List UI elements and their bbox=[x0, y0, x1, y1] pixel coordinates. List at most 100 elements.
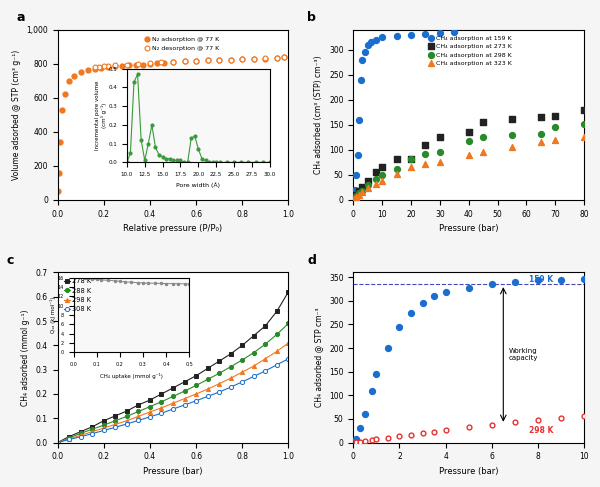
N₂ adsorption @ 77 K bbox=[181, 58, 188, 64]
CH₄ adsorption at 298 K bbox=[371, 175, 381, 183]
Line: 278 K: 278 K bbox=[56, 290, 290, 445]
278 K bbox=[239, 342, 246, 348]
CH₄ adsorption at 159 K bbox=[360, 48, 370, 56]
308 K bbox=[123, 421, 130, 427]
CH₄ adsorption at 273 K bbox=[435, 133, 445, 141]
CH₄ adsorption at 273 K bbox=[406, 155, 416, 163]
CH₄ adsorption at 273 K bbox=[363, 177, 373, 185]
308 K bbox=[285, 356, 292, 362]
278 K bbox=[112, 413, 119, 419]
288 K bbox=[77, 431, 84, 436]
CH₄ adsorption at 159 K bbox=[392, 32, 401, 39]
N₂ desorption @ 77 K bbox=[123, 61, 130, 67]
CH₄ adsorption at 159 K bbox=[406, 31, 416, 38]
288 K bbox=[89, 426, 96, 432]
N₂ desorption @ 77 K bbox=[169, 59, 176, 65]
288 K bbox=[100, 422, 107, 428]
298 K bbox=[250, 363, 257, 369]
Text: 298 K: 298 K bbox=[529, 426, 553, 435]
Point bbox=[360, 437, 370, 445]
CH₄ adsorption at 273 K bbox=[421, 141, 430, 149]
278 K bbox=[123, 408, 130, 414]
N₂ adsorption @ 77 K bbox=[112, 63, 119, 69]
X-axis label: Relative pressure (P/P₀): Relative pressure (P/P₀) bbox=[124, 224, 223, 233]
CH₄ adsorption at 323 K bbox=[352, 193, 361, 201]
CH₄ adsorption at 323 K bbox=[421, 160, 430, 168]
Point bbox=[355, 425, 365, 432]
Point bbox=[418, 300, 427, 307]
Line: 288 K: 288 K bbox=[56, 321, 290, 445]
278 K bbox=[273, 308, 280, 314]
CH₄ adsorption at 298 K bbox=[357, 187, 367, 195]
CH₄ adsorption at 298 K bbox=[377, 171, 387, 179]
308 K bbox=[181, 402, 188, 408]
CH₄ adsorption at 159 K bbox=[421, 30, 430, 37]
288 K bbox=[158, 399, 165, 405]
CH₄ adsorption at 298 K bbox=[392, 165, 401, 173]
N₂ desorption @ 77 K bbox=[227, 56, 234, 62]
298 K bbox=[135, 413, 142, 419]
CH₄ adsorption at 273 K bbox=[464, 129, 473, 136]
CH₄ adsorption at 323 K bbox=[550, 136, 560, 144]
278 K bbox=[146, 397, 154, 403]
N₂ adsorption @ 77 K bbox=[59, 107, 66, 112]
298 K bbox=[227, 375, 234, 381]
Point bbox=[383, 344, 393, 352]
Point bbox=[406, 309, 416, 317]
298 K bbox=[285, 340, 292, 346]
298 K bbox=[239, 369, 246, 375]
Point bbox=[533, 277, 543, 284]
298 K bbox=[65, 436, 73, 442]
288 K bbox=[215, 371, 223, 376]
N₂ adsorption @ 77 K bbox=[105, 64, 112, 70]
278 K bbox=[181, 379, 188, 385]
N₂ adsorption @ 77 K bbox=[160, 60, 167, 66]
Y-axis label: CH₄ adsorbed (cm³ (STP) cm⁻³): CH₄ adsorbed (cm³ (STP) cm⁻³) bbox=[314, 56, 323, 174]
CH₄ adsorption at 273 K bbox=[579, 106, 589, 113]
Point bbox=[429, 292, 439, 300]
X-axis label: Pressure (bar): Pressure (bar) bbox=[439, 467, 499, 476]
Point bbox=[429, 428, 439, 436]
CH₄ adsorption at 323 K bbox=[406, 163, 416, 171]
Point bbox=[367, 436, 377, 444]
298 K bbox=[112, 421, 119, 427]
N₂ adsorption @ 77 K bbox=[61, 92, 68, 97]
308 K bbox=[193, 398, 200, 404]
CH₄ adsorption at 298 K bbox=[478, 133, 488, 141]
Point bbox=[395, 323, 404, 331]
CH₄ adsorption at 159 K bbox=[357, 56, 367, 64]
288 K bbox=[65, 435, 73, 441]
308 K bbox=[215, 389, 223, 395]
CH₄ adsorption at 323 K bbox=[464, 151, 473, 159]
Line: N₂ desorption @ 77 K: N₂ desorption @ 77 K bbox=[92, 55, 286, 70]
CH₄ adsorption at 273 K bbox=[357, 184, 367, 191]
N₂ desorption @ 77 K bbox=[193, 57, 200, 63]
298 K bbox=[204, 386, 211, 392]
CH₄ adsorption at 298 K bbox=[421, 150, 430, 158]
CH₄ adsorption at 323 K bbox=[478, 149, 488, 156]
308 K bbox=[250, 374, 257, 379]
CH₄ adsorption at 273 K bbox=[550, 112, 560, 120]
Line: N₂ adsorption @ 77 K: N₂ adsorption @ 77 K bbox=[56, 55, 286, 194]
Line: 308 K: 308 K bbox=[56, 356, 290, 445]
X-axis label: Pressure (bar): Pressure (bar) bbox=[143, 467, 203, 476]
Point bbox=[418, 429, 427, 437]
CH₄ adsorption at 323 K bbox=[349, 195, 359, 203]
CH₄ adsorption at 298 K bbox=[464, 137, 473, 145]
288 K bbox=[181, 388, 188, 394]
N₂ desorption @ 77 K bbox=[181, 58, 188, 64]
288 K bbox=[204, 376, 211, 382]
CH₄ adsorption at 159 K bbox=[353, 151, 362, 159]
CH₄ adsorption at 298 K bbox=[536, 130, 545, 138]
308 K bbox=[273, 362, 280, 368]
298 K bbox=[215, 381, 223, 387]
278 K bbox=[169, 385, 176, 391]
CH₄ adsorption at 273 K bbox=[352, 191, 361, 199]
Point bbox=[441, 427, 451, 434]
Point bbox=[510, 278, 520, 286]
CH₄ adsorption at 323 K bbox=[377, 177, 387, 185]
Y-axis label: Volume adsorbed @ STP (cm³ g⁻¹): Volume adsorbed @ STP (cm³ g⁻¹) bbox=[11, 50, 20, 180]
CH₄ adsorption at 159 K bbox=[371, 36, 381, 43]
CH₄ adsorption at 298 K bbox=[363, 181, 373, 188]
N₂ adsorption @ 77 K bbox=[262, 56, 269, 61]
